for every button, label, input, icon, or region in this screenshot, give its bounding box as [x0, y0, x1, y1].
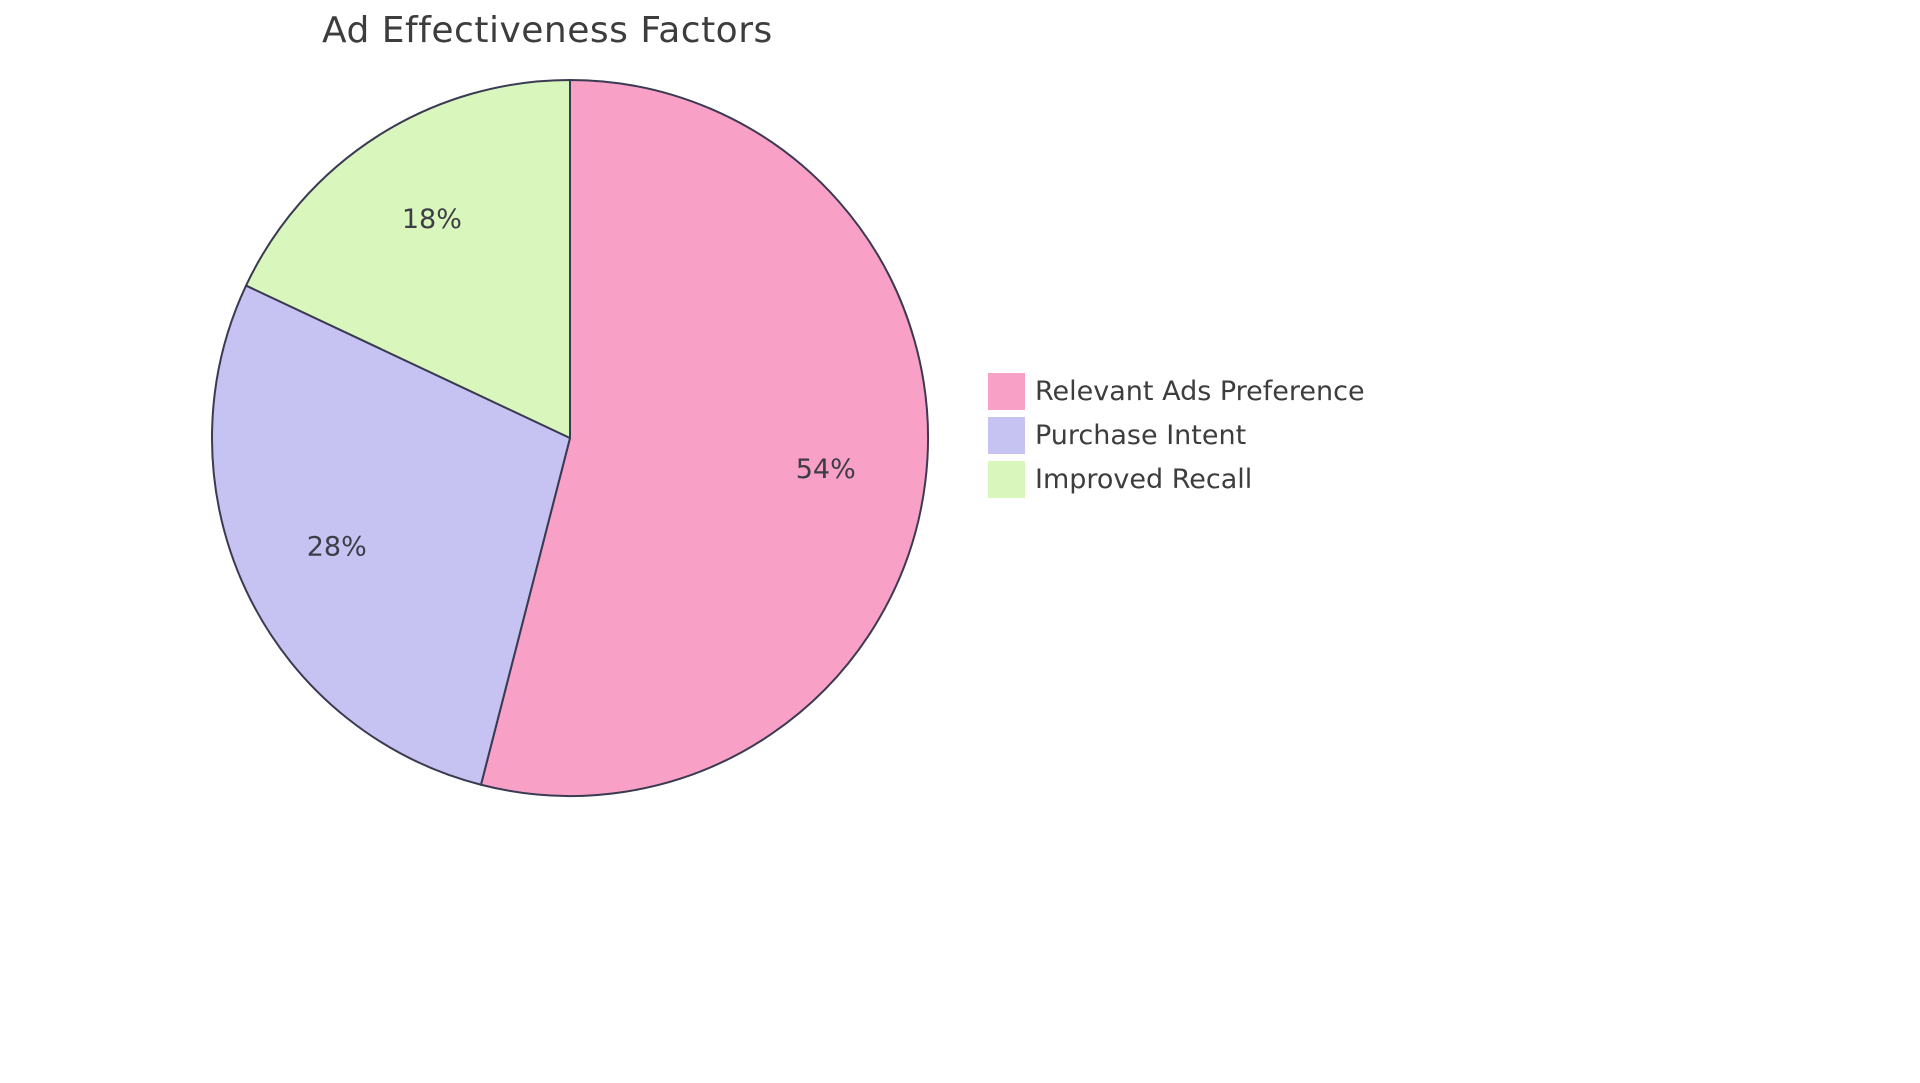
- pie-slice-percent-label: 54%: [796, 454, 856, 485]
- legend-label: Relevant Ads Preference: [1035, 376, 1365, 407]
- pie-slice-percent-label: 28%: [307, 531, 367, 562]
- legend-label: Purchase Intent: [1035, 420, 1247, 451]
- pie-slice-0: [479, 79, 930, 797]
- legend-item: Improved Recall: [988, 461, 1365, 498]
- legend-label: Improved Recall: [1035, 464, 1253, 495]
- chart-title: Ad Effectiveness Factors: [322, 10, 773, 51]
- pie-slice-1: [210, 284, 571, 786]
- legend-swatch: [988, 373, 1025, 410]
- legend-item: Relevant Ads Preference: [988, 373, 1365, 410]
- pie-chart-svg: 54% 28% 18%: [210, 79, 930, 797]
- legend-swatch: [988, 461, 1025, 498]
- legend-item: Purchase Intent: [988, 417, 1365, 454]
- chart-legend: Relevant Ads Preference Purchase Intent …: [988, 373, 1365, 498]
- legend-swatch: [988, 417, 1025, 454]
- pie-slice-percent-label: 18%: [402, 204, 462, 235]
- pie-slice-2: [245, 79, 571, 439]
